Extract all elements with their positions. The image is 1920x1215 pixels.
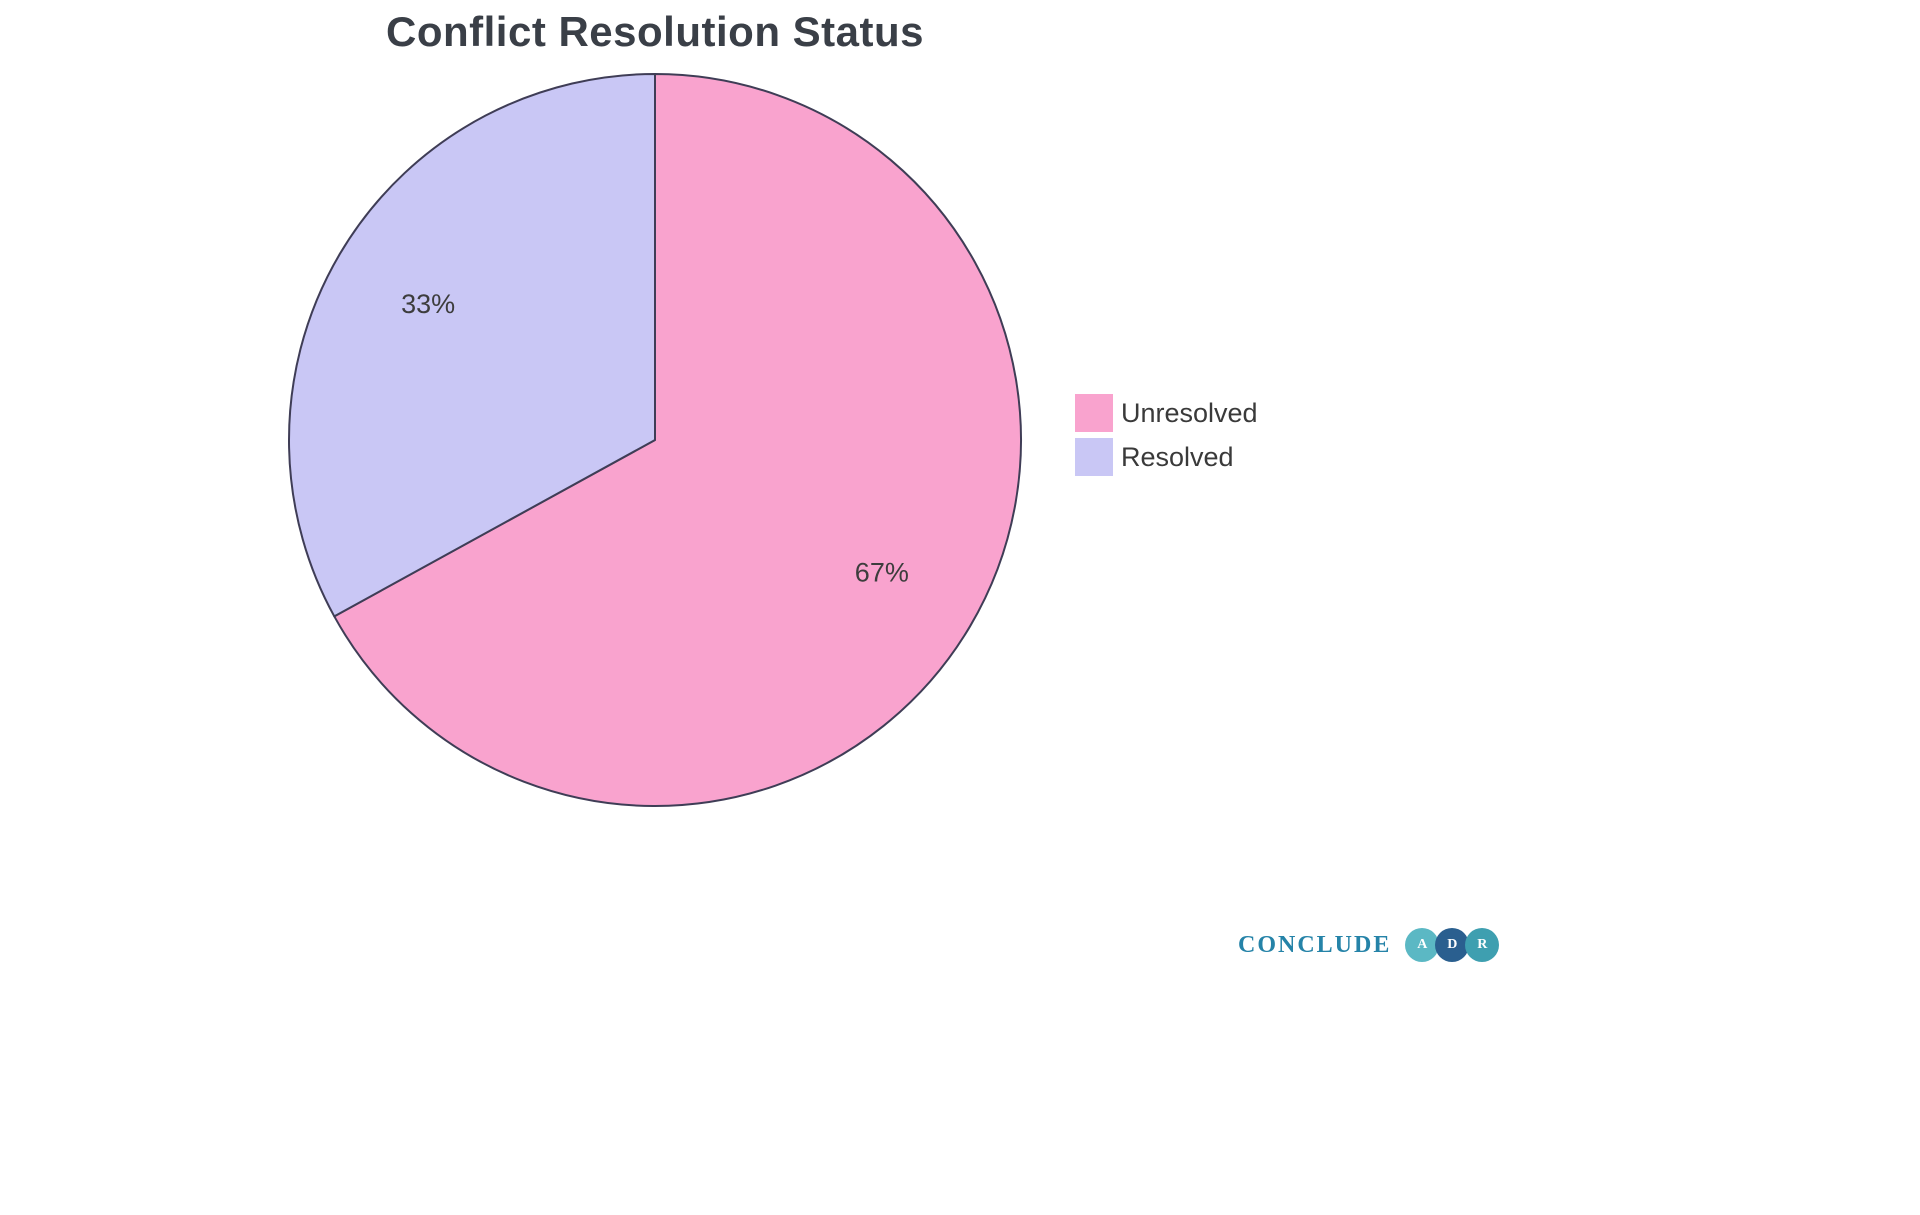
legend-item-unresolved: Unresolved — [1075, 394, 1258, 432]
brand-badge-r: R — [1465, 928, 1500, 962]
pie-slice-resolved — [288, 73, 656, 618]
pie-slice-label-resolved: 33% — [401, 289, 455, 319]
brand-badge-a: A — [1405, 928, 1440, 962]
brand-wordmark: CONCLUDE — [1238, 931, 1392, 958]
pie-slice-label-unresolved: 67% — [855, 557, 909, 587]
legend-label-resolved: Resolved — [1121, 441, 1234, 472]
brand-badge-d: D — [1435, 928, 1470, 962]
legend-swatch-unresolved — [1075, 394, 1113, 432]
brand-logo: CONCLUDE A D R — [1238, 928, 1500, 962]
legend-swatch-resolved — [1075, 438, 1113, 476]
pie-slice-unresolved — [333, 73, 1022, 807]
legend-item-resolved: Resolved — [1075, 438, 1258, 476]
chart-title: Conflict Resolution Status — [386, 8, 924, 55]
legend: Unresolved Resolved — [1075, 394, 1258, 476]
legend-label-unresolved: Unresolved — [1121, 397, 1258, 428]
brand-badges: A D R — [1405, 928, 1500, 962]
